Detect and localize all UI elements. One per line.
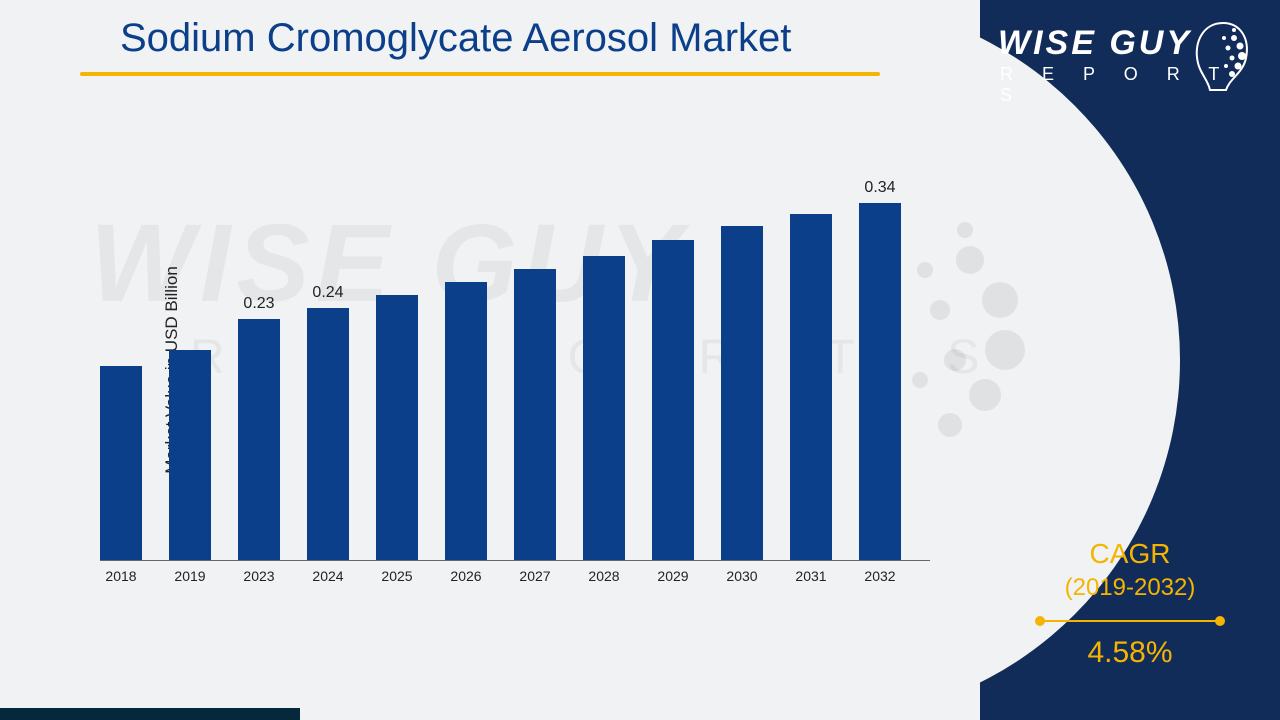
cagr-period: (2019-2032) <box>1002 574 1258 602</box>
cagr-label: CAGR <box>1002 538 1258 570</box>
bar <box>652 240 694 560</box>
bar <box>721 226 763 560</box>
x-tick-label: 2019 <box>160 568 220 584</box>
brand-head-icon <box>1188 18 1258 98</box>
bar-value-label: 0.34 <box>850 179 910 197</box>
bar <box>514 269 556 560</box>
chart-title: Sodium Cromoglycate Aerosol Market <box>120 16 791 61</box>
bar-value-label: 0.23 <box>229 295 289 313</box>
x-tick-label: 2024 <box>298 568 358 584</box>
x-tick-label: 2029 <box>643 568 703 584</box>
plot-area: 0.23 0.24 0.34 <box>100 140 930 560</box>
cagr-block: CAGR (2019-2032) 4.58% <box>1002 538 1258 670</box>
brand-logo-main: WISE GUY <box>998 24 1192 63</box>
x-tick-label: 2025 <box>367 568 427 584</box>
bar-value-label: 0.24 <box>298 284 358 302</box>
bar <box>583 256 625 561</box>
bar <box>376 295 418 560</box>
chart-stage: WISE GUY R E P O R T S Sodium Cromoglyca… <box>0 0 1280 720</box>
x-tick-label: 2031 <box>781 568 841 584</box>
bar: 0.23 <box>238 319 280 561</box>
x-tick-label: 2023 <box>229 568 289 584</box>
bar <box>445 282 487 560</box>
footer-accent <box>0 708 300 720</box>
title-underline <box>80 72 880 76</box>
bar <box>790 214 832 561</box>
x-tick-label: 2030 <box>712 568 772 584</box>
x-tick-label: 2026 <box>436 568 496 584</box>
bar <box>169 350 211 560</box>
brand-logo: WISE GUY R E P O R T S <box>998 18 1258 108</box>
bar <box>100 366 142 560</box>
bar: 0.24 <box>307 308 349 560</box>
bar: 0.34 <box>859 203 901 560</box>
chart-area: Market Value in USD Billion 0.230.240.34… <box>60 140 930 600</box>
x-tick-label: 2018 <box>91 568 151 584</box>
x-tick-label: 2028 <box>574 568 634 584</box>
cagr-divider <box>1040 620 1220 622</box>
cagr-value: 4.58% <box>1002 636 1258 670</box>
x-axis-line <box>100 560 930 561</box>
x-tick-label: 2032 <box>850 568 910 584</box>
x-tick-label: 2027 <box>505 568 565 584</box>
